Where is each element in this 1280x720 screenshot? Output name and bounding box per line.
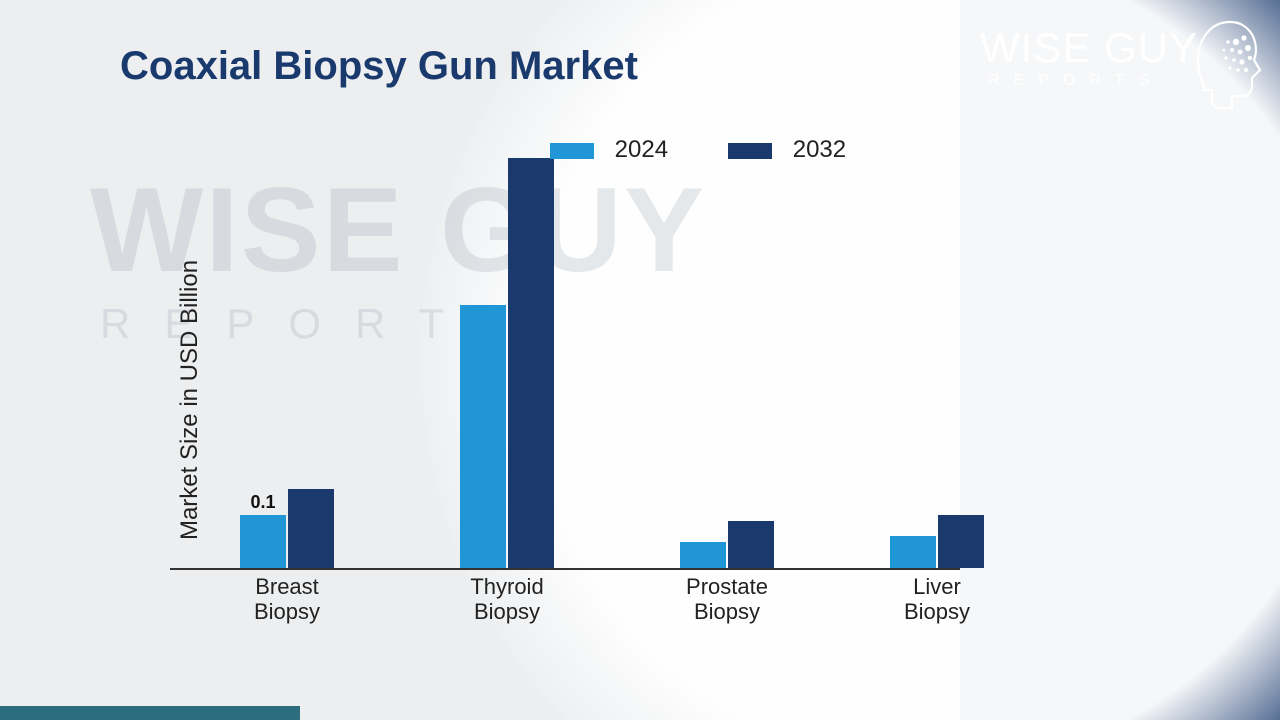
x-axis-label: BreastBiopsy — [254, 574, 320, 625]
legend-label-2024: 2024 — [615, 136, 668, 163]
legend-swatch-2032 — [728, 143, 772, 159]
bottom-bar — [0, 706, 300, 720]
legend-item-2032: 2032 — [728, 136, 846, 164]
bar-2024: 0.1 — [240, 515, 286, 568]
bar-2032 — [728, 521, 774, 568]
x-axis-label: LiverBiopsy — [904, 574, 970, 625]
bar-value-label: 0.1 — [240, 492, 286, 513]
plot-area: 0.1BreastBiopsy ThyroidBiopsy ProstateBiop… — [170, 160, 960, 570]
legend-item-2024: 2024 — [550, 136, 668, 164]
chart: Market Size in USD Billion 0.1BreastBiop… — [60, 160, 960, 640]
bar-group: 0.1BreastBiopsy — [240, 489, 334, 568]
x-axis-label: ProstateBiopsy — [686, 574, 768, 625]
legend-swatch-2024 — [550, 143, 594, 159]
bar-group: LiverBiopsy — [890, 515, 984, 568]
legend-label-2032: 2032 — [793, 136, 846, 163]
bar-group: ProstateBiopsy — [680, 521, 774, 568]
legend: 2024 2032 — [550, 136, 846, 164]
bar-2024 — [890, 536, 936, 568]
bar-2032 — [938, 515, 984, 568]
brand-sub: REPORTS — [980, 72, 1250, 90]
bar-group: ThyroidBiopsy — [460, 158, 554, 568]
bar-2032 — [508, 158, 554, 568]
page-title: Coaxial Biopsy Gun Market — [120, 44, 638, 89]
bar-2024 — [680, 542, 726, 568]
bar-2024 — [460, 305, 506, 568]
bar-2032 — [288, 489, 334, 568]
brand-logo: WISE GUY REPORTS — [980, 24, 1250, 90]
brand-main: WISE GUY — [980, 24, 1250, 72]
x-axis-label: ThyroidBiopsy — [470, 574, 543, 625]
